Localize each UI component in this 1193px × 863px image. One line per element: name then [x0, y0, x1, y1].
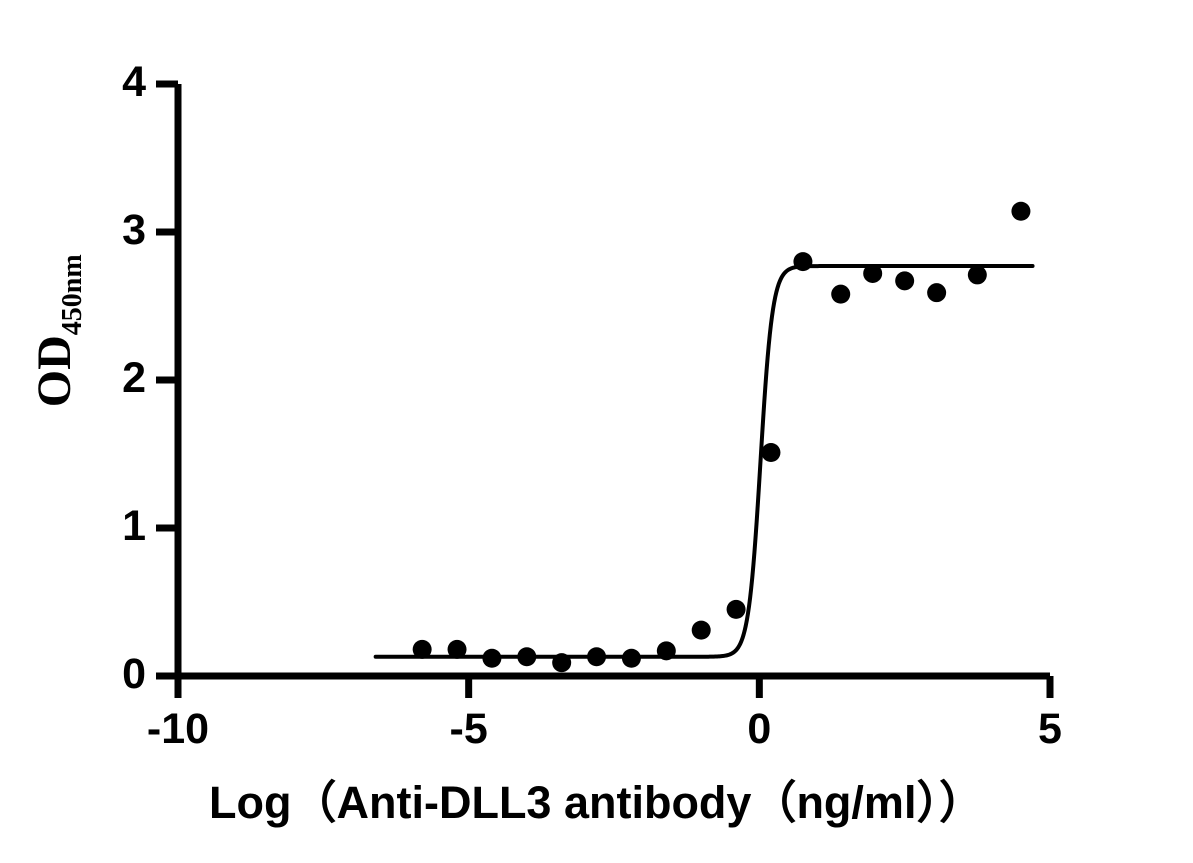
data-point — [482, 648, 502, 668]
y-tick-label: 4 — [122, 58, 146, 106]
data-point — [761, 443, 781, 463]
x-tick-label: -10 — [146, 705, 210, 753]
x-tick-label: 0 — [747, 705, 772, 753]
data-point — [691, 620, 711, 640]
axes — [174, 84, 1050, 680]
data-point — [726, 599, 746, 619]
y-axis-title-subscript: 450nm — [56, 254, 88, 336]
y-tick-label: 2 — [122, 354, 146, 402]
x-tick-label: 5 — [1038, 705, 1062, 753]
data-point — [927, 283, 947, 303]
y-tick-label: 1 — [122, 502, 146, 550]
data-point — [863, 263, 883, 283]
fit-curve — [373, 264, 1035, 659]
x-tick-label: -5 — [449, 705, 488, 753]
y-tick-label: 0 — [122, 650, 146, 698]
data-point — [587, 647, 607, 667]
data-point — [447, 639, 467, 659]
data-point — [656, 641, 676, 661]
axis-ticks — [156, 80, 1054, 698]
x-axis-title: Log（Anti-DLL3 antibody（ng/ml）） — [209, 777, 984, 828]
data-point — [552, 653, 572, 673]
data-point — [831, 284, 851, 304]
data-point — [1011, 201, 1031, 221]
data-point — [967, 265, 987, 285]
data-point — [895, 271, 915, 291]
data-point — [517, 647, 537, 667]
data-point — [412, 639, 432, 659]
y-axis-title-main: OD — [28, 335, 82, 408]
data-point — [793, 252, 813, 272]
data-point — [621, 648, 641, 668]
data-points — [412, 201, 1031, 673]
y-tick-label: 3 — [122, 206, 146, 254]
y-axis-title: OD450nm — [27, 216, 89, 446]
